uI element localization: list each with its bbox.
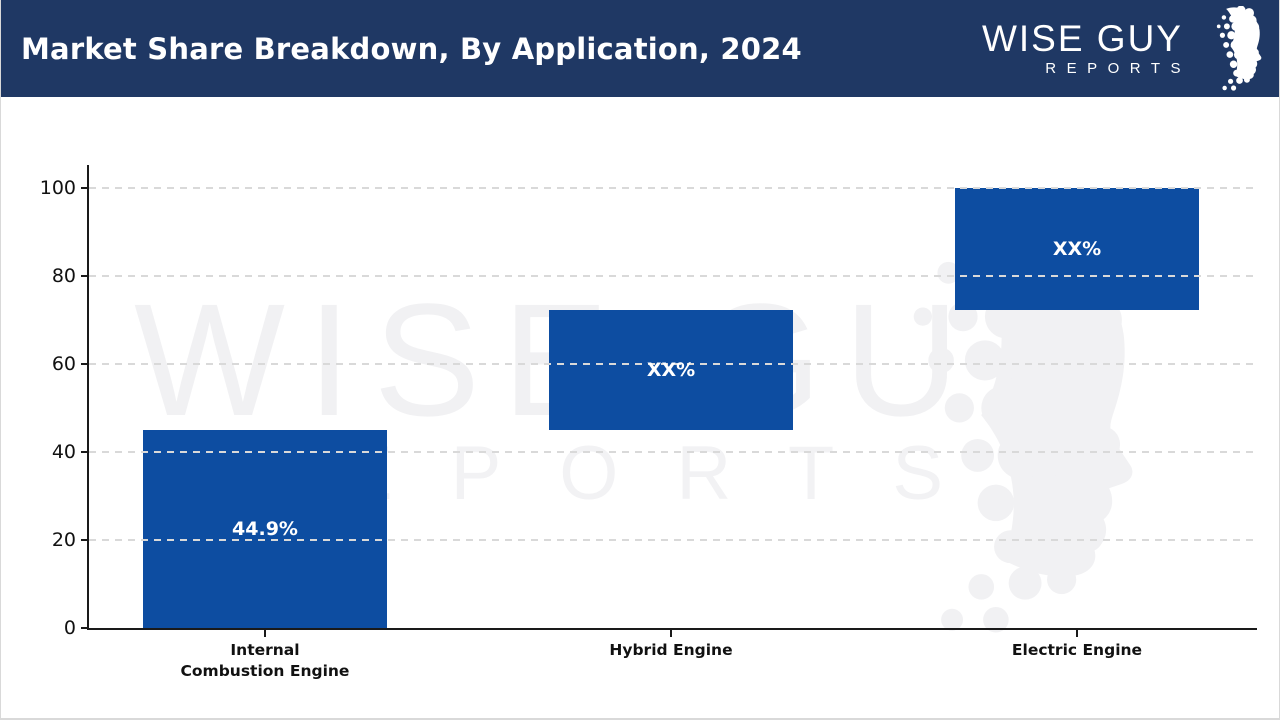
bar-value-label: XX%: [646, 359, 696, 382]
y-tick-label: 40: [51, 441, 76, 463]
bar-value-label: XX%: [1052, 238, 1102, 261]
y-tick-label: 60: [51, 353, 76, 375]
bar-value-label: 44.9%: [232, 518, 298, 541]
y-tick-mark: [81, 275, 89, 277]
header: Market Share Breakdown, By Application, …: [1, 0, 1279, 97]
y-gridline: [89, 363, 1257, 365]
x-tick-mark: [670, 630, 672, 637]
y-gridline: [89, 451, 1257, 453]
y-axis-line: [87, 165, 89, 630]
x-category-label: Hybrid Engine: [609, 641, 733, 659]
y-gridline: [89, 275, 1257, 277]
y-tick-mark: [81, 187, 89, 189]
y-tick-mark: [81, 539, 89, 541]
x-tick-mark: [264, 630, 266, 637]
x-category-label: Internal Combustion Engine: [180, 641, 350, 680]
y-gridline: [89, 187, 1257, 189]
y-gridline: [89, 539, 1257, 541]
y-tick-label: 100: [39, 177, 76, 199]
wiseguy-logo: WISE GUY REPORTS: [982, 5, 1267, 92]
page-title: Market Share Breakdown, By Application, …: [21, 31, 802, 66]
logo-subtitle: REPORTS: [1045, 60, 1191, 77]
logo-wordmark: WISE GUY: [981, 18, 1183, 59]
x-axis-line: [87, 628, 1257, 630]
y-tick-mark: [81, 451, 89, 453]
y-tick-label: 0: [63, 617, 76, 639]
y-tick-label: 80: [51, 265, 76, 287]
logo-text: WISE GUY REPORTS: [982, 20, 1183, 77]
x-category-label: Electric Engine: [1011, 641, 1143, 659]
bar-segment: [549, 310, 793, 431]
bar-segment: [143, 430, 387, 628]
y-tick-label: 20: [51, 529, 76, 551]
y-tick-mark: [81, 627, 89, 629]
y-tick-mark: [81, 363, 89, 365]
x-tick-mark: [1076, 630, 1078, 637]
